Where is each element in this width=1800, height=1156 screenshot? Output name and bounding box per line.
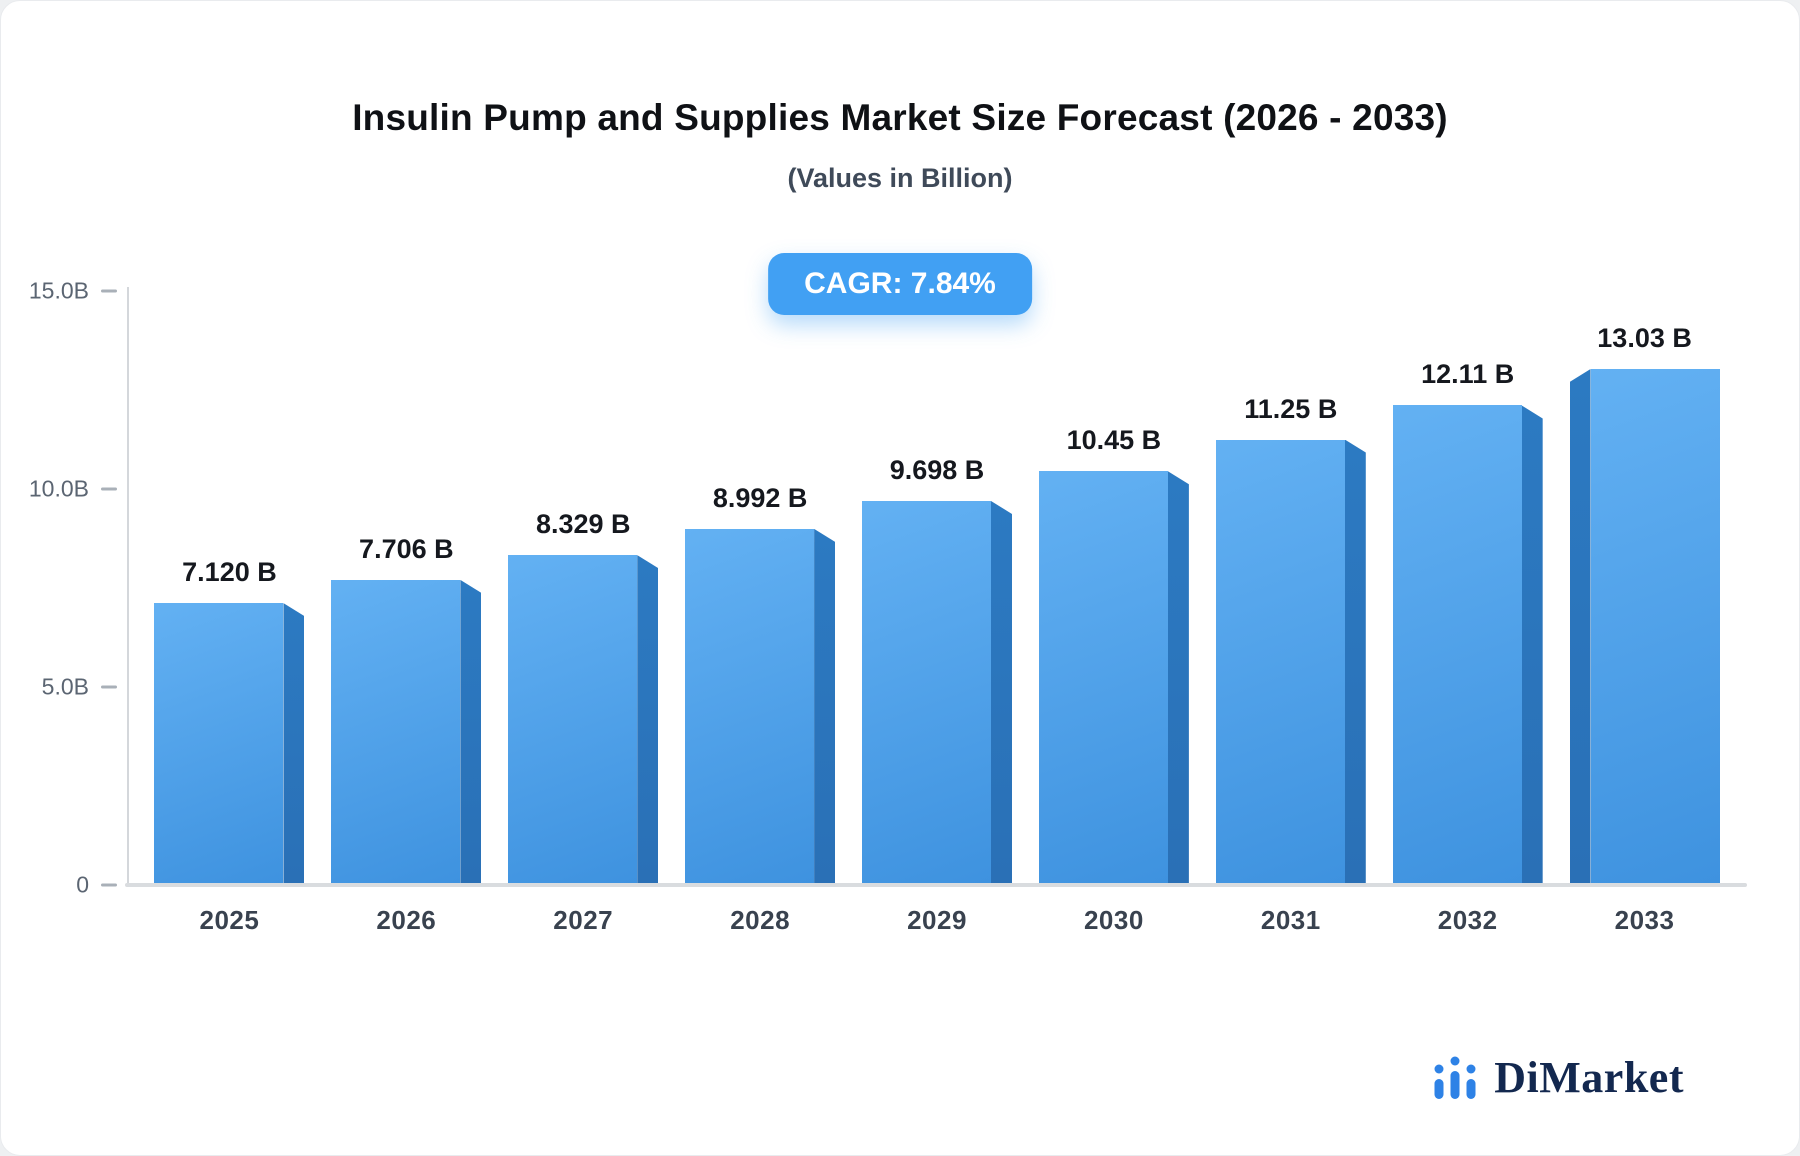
bar-value-label: 10.45 B xyxy=(1066,425,1162,456)
x-axis-label-2029: 2029 xyxy=(907,905,967,935)
y-tick-mark xyxy=(101,685,117,689)
bar-value-label: 8.329 B xyxy=(535,509,631,540)
bar-2030 xyxy=(1038,471,1189,885)
bar-slot: 8.329 B xyxy=(495,291,672,885)
bars: 7.120 B 7.706 B 8.329 B 8.992 B 9.698 B 10.45… xyxy=(127,291,1747,885)
bar-2027 xyxy=(508,555,659,885)
y-tick: 0 xyxy=(76,872,117,899)
cagr-badge: CAGR: 7.84% xyxy=(768,253,1032,315)
plot-area: 15.0B 10.0B 5.0B 0 7.120 B 7.706 B 8.329 B 8.9… xyxy=(29,278,1747,935)
bar-side-face xyxy=(283,603,305,885)
bar-slot: 7.706 B xyxy=(318,291,495,885)
bar-front-face xyxy=(862,500,991,885)
bar-2025 xyxy=(154,603,305,885)
bar-front-face xyxy=(1392,405,1522,885)
bar-front-face xyxy=(154,603,284,885)
bar-2032 xyxy=(1392,405,1543,885)
y-tick: 10.0B xyxy=(29,476,117,503)
x-axis-label-2032: 2032 xyxy=(1437,905,1498,935)
bar-slot: 9.698 B xyxy=(849,291,1026,885)
bar-value-label: 7.706 B xyxy=(359,533,454,564)
bar-slot: 8.992 B xyxy=(672,291,849,885)
x-axis-labels: 2025 2026 2027 2028 2029 2030 2031 2032 2033 xyxy=(127,905,1747,936)
bar-value-label: 11.25 B xyxy=(1244,393,1338,424)
bar-value-label: 8.992 B xyxy=(712,482,808,513)
x-axis-label-2025: 2025 xyxy=(199,905,260,935)
bar-slot: 7.120 B xyxy=(141,291,318,885)
chart-subtitle: (Values in Billion) xyxy=(787,163,1013,193)
bar-side-face xyxy=(460,579,482,885)
y-tick: 5.0B xyxy=(42,674,117,701)
bar-2033 xyxy=(1569,369,1720,885)
bar-value-label: 12.11 B xyxy=(1421,359,1515,390)
bar-front-face xyxy=(1038,471,1168,885)
bar-slot: 10.45 B xyxy=(1025,291,1202,885)
bar-front-face xyxy=(685,528,815,885)
bar-slot: 12.11 B xyxy=(1379,291,1556,885)
bar-value-label: 9.698 B xyxy=(889,454,985,485)
bar-side-face xyxy=(991,500,1012,885)
y-tick-label: 15.0B xyxy=(28,277,89,304)
x-axis-label-2027: 2027 xyxy=(553,905,614,935)
y-axis: 15.0B 10.0B 5.0B 0 xyxy=(5,278,117,898)
x-axis-label-2028: 2028 xyxy=(730,905,791,935)
bar-front-face xyxy=(331,579,461,885)
brand-logo-text: DiMarket xyxy=(1494,1053,1684,1102)
y-tick-label: 5.0B xyxy=(41,673,89,700)
y-tick-mark xyxy=(101,289,117,293)
bar-2031 xyxy=(1215,439,1366,885)
y-tick-mark xyxy=(101,487,117,491)
bar-2026 xyxy=(331,579,482,885)
y-tick-label: 10.0B xyxy=(28,475,89,502)
y-tick-mark xyxy=(101,883,117,887)
x-axis-label-2026: 2026 xyxy=(376,905,437,935)
bar-front-face xyxy=(1215,439,1345,885)
bar-slot: 11.25 B xyxy=(1202,291,1379,885)
bar-side-face xyxy=(1344,439,1366,885)
bar-side-face xyxy=(1569,369,1591,885)
bar-side-face xyxy=(1521,405,1543,885)
bar-front-face xyxy=(508,555,638,885)
chart-title: Insulin Pump and Supplies Market Size Fo… xyxy=(352,97,1448,138)
bar-2029 xyxy=(862,500,1012,885)
bar-side-face xyxy=(814,528,836,885)
bar-side-face xyxy=(637,555,659,885)
bar-value-label: 7.120 B xyxy=(182,557,277,588)
dimarket-logo-icon xyxy=(1434,1056,1476,1099)
x-axis-line xyxy=(125,883,1747,887)
bar-2028 xyxy=(685,528,836,885)
bar-side-face xyxy=(1167,471,1189,885)
x-axis-label-2030: 2030 xyxy=(1083,905,1144,935)
bar-front-face xyxy=(1590,369,1720,885)
bar-value-label: 13.03 B xyxy=(1597,323,1692,354)
y-tick: 15.0B xyxy=(29,278,117,305)
y-axis-line xyxy=(127,287,129,885)
y-tick-label: 0 xyxy=(76,871,89,898)
bar-slot: 13.03 B xyxy=(1556,291,1733,885)
x-axis-label-2031: 2031 xyxy=(1260,905,1321,935)
x-axis-label-2033: 2033 xyxy=(1614,905,1675,935)
brand-logo: DiMarket xyxy=(1430,1052,1684,1103)
